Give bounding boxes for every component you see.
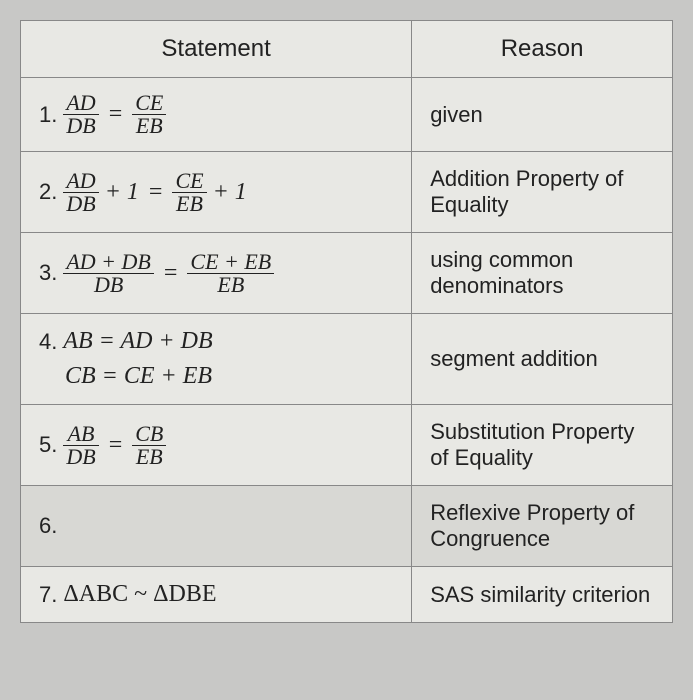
- step-number: 7.: [39, 582, 57, 608]
- denominator: DB: [63, 446, 98, 468]
- fraction: CE EB: [132, 92, 166, 137]
- reason-cell: Addition Property of Equality: [412, 152, 673, 233]
- plus-one: + 1: [213, 179, 247, 206]
- fraction: AD DB: [63, 170, 98, 215]
- table-row: 6. Reflexive Property of Congruence: [21, 486, 673, 567]
- denominator: DB: [63, 115, 98, 137]
- reason-cell: SAS similarity criterion: [412, 567, 673, 623]
- reason-cell: Reflexive Property of Congruence: [412, 486, 673, 567]
- statement-cell: 5. AB DB = CB EB: [21, 405, 412, 486]
- numerator: CE: [132, 92, 166, 115]
- statement-cell: 2. AD DB + 1 = CE EB + 1: [21, 152, 412, 233]
- table-row: 5. AB DB = CB EB Substitution Property o…: [21, 405, 673, 486]
- fraction: CE + EB EB: [187, 251, 274, 296]
- equals-sign: =: [145, 179, 167, 206]
- reason-cell: given: [412, 78, 673, 152]
- fraction: CE EB: [172, 170, 206, 215]
- table-row: 4. AB = AD + DB CB = CE + EB segment add…: [21, 314, 673, 405]
- equation-text: AB = AD + DB: [63, 328, 212, 355]
- proof-table: Statement Reason 1. AD DB = CE EB: [20, 20, 673, 623]
- step-number: 4.: [39, 329, 57, 355]
- numerator: AB: [63, 423, 98, 446]
- step-number: 5.: [39, 432, 57, 458]
- header-reason: Reason: [412, 21, 673, 78]
- statement-cell: 7. ΔABC ~ ΔDBE: [21, 567, 412, 623]
- statement-cell: 1. AD DB = CE EB: [21, 78, 412, 152]
- fraction: AD + DB DB: [63, 251, 154, 296]
- equation-text: CB = CE + EB: [65, 363, 212, 390]
- header-statement: Statement: [21, 21, 412, 78]
- numerator: CB: [132, 423, 166, 446]
- table-row: 3. AD + DB DB = CE + EB EB using common …: [21, 233, 673, 314]
- reason-cell: Substitution Property of Equality: [412, 405, 673, 486]
- reason-cell: segment addition: [412, 314, 673, 405]
- fraction: AB DB: [63, 423, 98, 468]
- numerator: AD + DB: [63, 251, 154, 274]
- denominator: EB: [187, 274, 274, 296]
- denominator: DB: [63, 274, 154, 296]
- step-number: 6.: [39, 513, 57, 538]
- header-row: Statement Reason: [21, 21, 673, 78]
- equals-sign: =: [105, 101, 127, 128]
- step-number: 2.: [39, 179, 57, 205]
- numerator: CE: [172, 170, 206, 193]
- table-row: 7. ΔABC ~ ΔDBE SAS similarity criterion: [21, 567, 673, 623]
- numerator: AD: [63, 92, 98, 115]
- statement-cell: 6.: [21, 486, 412, 567]
- equals-sign: =: [105, 432, 127, 459]
- denominator: EB: [132, 446, 166, 468]
- numerator: CE + EB: [187, 251, 274, 274]
- plus-one: + 1: [105, 179, 139, 206]
- similarity-text: ΔABC ~ ΔDBE: [63, 581, 216, 608]
- numerator: AD: [63, 170, 98, 193]
- statement-cell: 4. AB = AD + DB CB = CE + EB: [21, 314, 412, 405]
- table-row: 1. AD DB = CE EB given: [21, 78, 673, 152]
- step-number: 1.: [39, 102, 57, 128]
- fraction: AD DB: [63, 92, 98, 137]
- table-row: 2. AD DB + 1 = CE EB + 1 Addition Proper…: [21, 152, 673, 233]
- step-number: 3.: [39, 260, 57, 286]
- denominator: EB: [132, 115, 166, 137]
- equals-sign: =: [160, 260, 182, 287]
- denominator: DB: [63, 193, 98, 215]
- denominator: EB: [172, 193, 206, 215]
- fraction: CB EB: [132, 423, 166, 468]
- statement-cell: 3. AD + DB DB = CE + EB EB: [21, 233, 412, 314]
- reason-cell: using common denominators: [412, 233, 673, 314]
